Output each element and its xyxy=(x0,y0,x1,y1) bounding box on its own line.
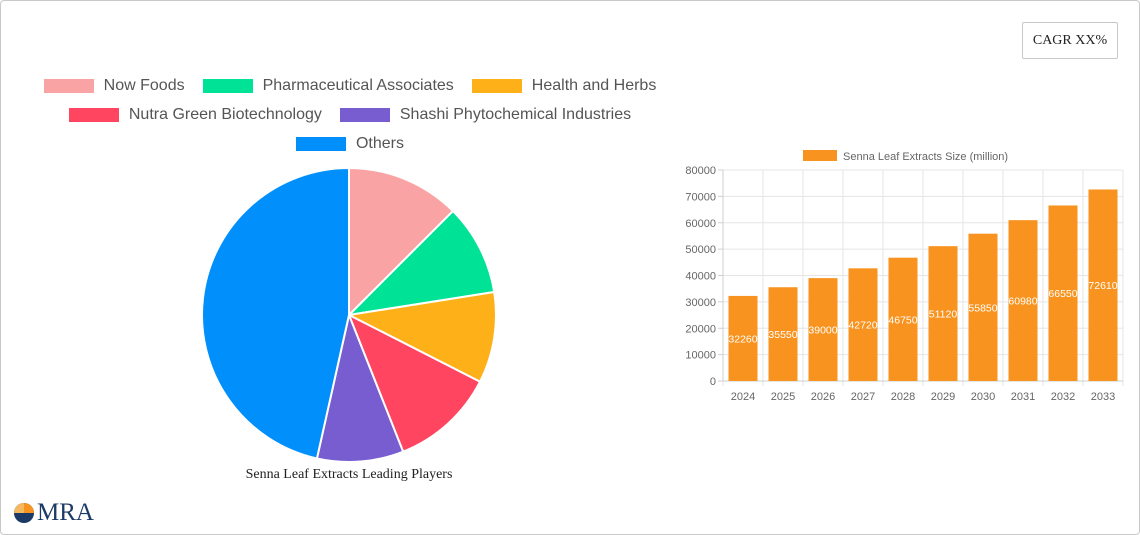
y-tick-label: 80000 xyxy=(685,165,716,177)
legend-label: Pharmaceutical Associates xyxy=(262,77,454,94)
bar-data-label: 35550 xyxy=(768,329,797,341)
legend-label: Health and Herbs xyxy=(531,77,657,94)
legend-item-nutra-green-biotechnology[interactable]: Nutra Green Biotechnology xyxy=(68,106,322,124)
y-tick-label: 20000 xyxy=(685,323,716,335)
bar-2030[interactable] xyxy=(968,233,998,381)
y-tick-label: 60000 xyxy=(685,218,716,230)
bar-data-label: 46750 xyxy=(888,314,917,326)
pie-slice-health-and-herbs[interactable] xyxy=(345,290,497,384)
pie-slice-others[interactable] xyxy=(201,166,350,460)
x-tick-label: 2027 xyxy=(851,391,875,403)
bar-data-label: 32260 xyxy=(728,333,757,345)
pie-chart-title: Senna Leaf Extracts Leading Players xyxy=(245,467,453,482)
bar-2025[interactable] xyxy=(768,287,798,381)
y-tick-label: 10000 xyxy=(685,350,716,362)
pie-slice-now-foods[interactable] xyxy=(348,166,455,318)
bar-data-label: 39000 xyxy=(808,325,837,337)
bar-2028[interactable] xyxy=(888,257,918,381)
legend-item-shashi-phytochemical-industries[interactable]: Shashi Phytochemical Industries xyxy=(339,106,632,124)
bar-data-label: 72610 xyxy=(1088,280,1117,292)
logo-mark-icon xyxy=(14,502,34,523)
bar-chart: Senna Leaf Extracts Size (million) 0 10000… xyxy=(685,150,1124,403)
bar-data-label: 60980 xyxy=(1008,296,1037,308)
bar-legend-label: Senna Leaf Extracts Size (million) xyxy=(843,151,1008,163)
legend-swatch xyxy=(68,108,119,122)
x-tick-label: 2028 xyxy=(891,391,915,403)
y-tick-label: 50000 xyxy=(685,244,716,256)
bar-data-label: 55850 xyxy=(968,302,997,314)
bar-data-label: 66550 xyxy=(1048,288,1077,300)
cagr-badge: CAGR XX% xyxy=(1022,22,1118,59)
bar-2024[interactable] xyxy=(728,295,758,381)
cagr-label: CAGR XX% xyxy=(1032,32,1108,48)
y-tick-label: 70000 xyxy=(685,191,716,203)
legend-label: Now Foods xyxy=(103,77,185,94)
x-tick-label: 2032 xyxy=(1051,391,1075,403)
x-tick-label: 2033 xyxy=(1091,391,1115,403)
x-tick-label: 2031 xyxy=(1011,391,1035,403)
bar-2026[interactable] xyxy=(808,278,838,381)
x-tick-label: 2025 xyxy=(771,391,795,403)
pie-slice-pharmaceutical-associates[interactable] xyxy=(346,209,496,317)
legend-label: Nutra Green Biotechnology xyxy=(128,106,322,123)
brand-logo: MRA xyxy=(13,500,94,525)
legend-label: Shashi Phytochemical Industries xyxy=(399,106,632,123)
pie-chart xyxy=(201,166,497,463)
legend-swatch xyxy=(295,137,346,151)
pie-legend-row-3: Others xyxy=(1,135,699,153)
bar-2027[interactable] xyxy=(848,268,878,381)
pie-slice-nutra-green-biotechnology[interactable] xyxy=(347,312,482,453)
x-tick-label: 2026 xyxy=(811,391,835,403)
bar-2029[interactable] xyxy=(928,246,958,381)
x-tick-label: 2030 xyxy=(971,391,995,403)
bar-2031[interactable] xyxy=(1008,220,1038,381)
bar-legend-swatch xyxy=(803,150,837,161)
legend-swatch xyxy=(471,79,522,93)
bar-2033[interactable] xyxy=(1088,189,1118,381)
bar-legend[interactable]: Senna Leaf Extracts Size (million) xyxy=(803,150,1008,163)
bar-data-label: 51120 xyxy=(929,309,958,321)
y-tick-label: 30000 xyxy=(685,297,716,309)
legend-swatch xyxy=(202,79,253,93)
bar-data-label: 42720 xyxy=(848,320,877,332)
legend-item-health-and-herbs[interactable]: Health and Herbs xyxy=(471,77,657,95)
legend-label: Others xyxy=(355,135,404,152)
pie-slice-shashi-phytochemical-industries[interactable] xyxy=(315,311,405,463)
pie-legend-row-1: Now Foods Pharmaceutical Associates Heal… xyxy=(1,77,699,95)
legend-item-pharmaceutical-associates[interactable]: Pharmaceutical Associates xyxy=(202,77,454,95)
pie-legend-row-2: Nutra Green Biotechnology Shashi Phytoch… xyxy=(1,106,699,124)
legend-item-now-foods[interactable]: Now Foods xyxy=(43,77,185,95)
y-tick-label: 40000 xyxy=(685,271,716,283)
logo-text: MRA xyxy=(37,499,94,526)
legend-item-others[interactable]: Others xyxy=(295,135,404,153)
bar-2032[interactable] xyxy=(1048,205,1078,381)
legend-swatch xyxy=(43,79,94,93)
x-tick-label: 2024 xyxy=(731,391,755,403)
x-tick-label: 2029 xyxy=(931,391,955,403)
y-tick-label: 0 xyxy=(710,376,716,388)
legend-swatch xyxy=(339,108,390,122)
